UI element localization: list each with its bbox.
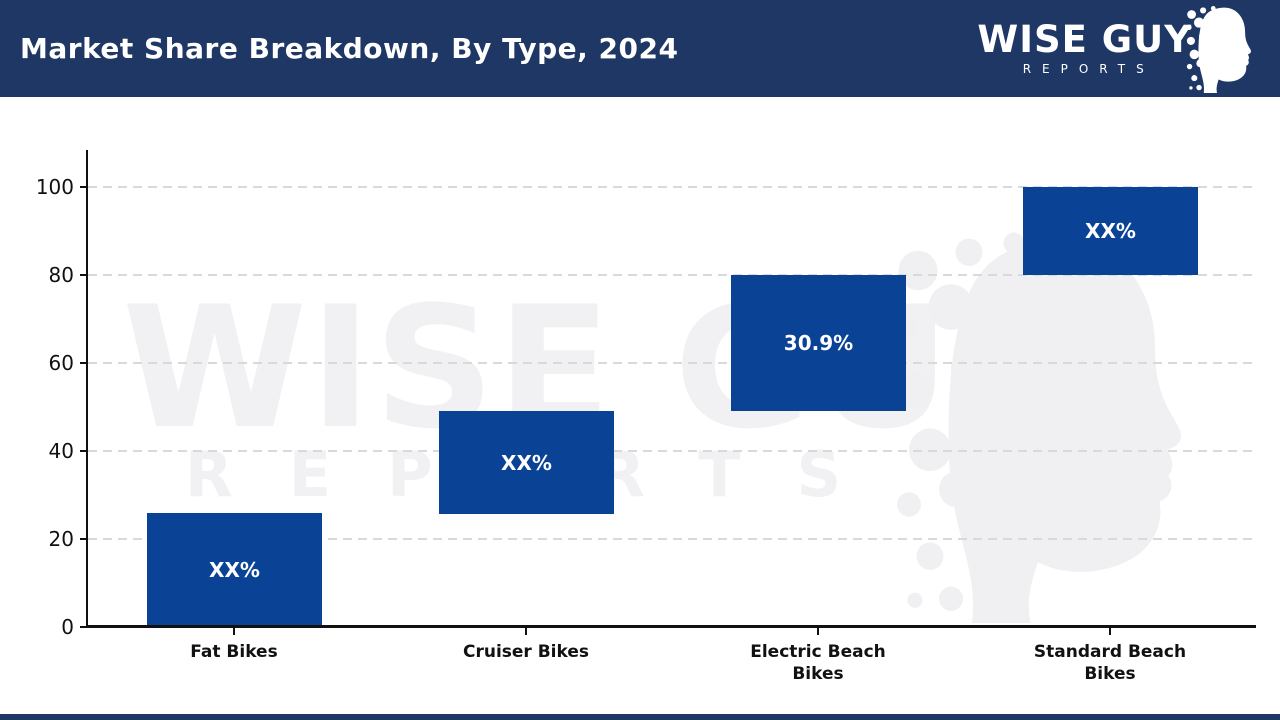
- y-tick-mark: [80, 362, 87, 364]
- header-band: Market Share Breakdown, By Type, 2024 WI…: [0, 0, 1280, 97]
- y-axis-line: [86, 150, 88, 628]
- y-tick-mark: [80, 450, 87, 452]
- y-tick-label: 0: [61, 615, 74, 639]
- x-tick-label: Electric Beach Bikes: [750, 642, 886, 684]
- bar-chart: 0 20 40 60 80 100 XX% Fat Bikes XX% Cruiser Bikes…: [0, 97, 1280, 714]
- gridline-40: [88, 450, 1256, 452]
- x-tick-label: Standard Beach Bikes: [1033, 642, 1187, 684]
- y-tick-label: 80: [48, 263, 74, 287]
- y-tick-mark: [80, 186, 87, 188]
- wise-guy-logo: WISE GUY REPORTS: [977, 5, 1280, 93]
- bar-cruiser-bikes: XX%: [439, 411, 614, 514]
- y-tick-label: 60: [48, 351, 74, 375]
- footer-band: [0, 714, 1280, 720]
- y-tick-mark: [80, 274, 87, 276]
- y-tick-label: 20: [48, 527, 74, 551]
- y-tick-mark: [80, 538, 87, 540]
- logo-text: WISE GUY REPORTS: [977, 18, 1192, 77]
- bar-standard-beach: XX%: [1023, 187, 1198, 275]
- gridline-100: [88, 186, 1256, 188]
- x-axis-line: [86, 625, 1256, 628]
- x-tick-mark: [1109, 627, 1111, 635]
- bar-electric-beach: 30.9%: [731, 275, 906, 411]
- logo-wordmark: WISE GUY: [977, 18, 1192, 61]
- x-tick-mark: [525, 627, 527, 635]
- bar-value-label: 30.9%: [783, 331, 854, 355]
- page-title: Market Share Breakdown, By Type, 2024: [20, 32, 679, 65]
- y-tick-label: 100: [35, 175, 74, 199]
- bar-value-label: XX%: [501, 450, 552, 475]
- bar-value-label: XX%: [209, 558, 260, 582]
- y-tick-mark: [80, 626, 87, 628]
- gridline-80: [88, 274, 1256, 276]
- gridline-60: [88, 362, 1256, 364]
- gridline-20: [88, 538, 1256, 540]
- y-tick-label: 40: [48, 439, 74, 463]
- logo-face-icon: [1186, 5, 1251, 93]
- x-tick-label: Cruiser Bikes: [462, 642, 590, 662]
- x-tick-mark: [233, 627, 235, 635]
- logo-subtitle: REPORTS: [1022, 62, 1155, 76]
- bar-fat-bikes: XX%: [147, 513, 322, 627]
- bar-value-label: XX%: [1085, 219, 1136, 243]
- x-tick-label: Fat Bikes: [190, 642, 278, 662]
- x-tick-mark: [817, 627, 819, 635]
